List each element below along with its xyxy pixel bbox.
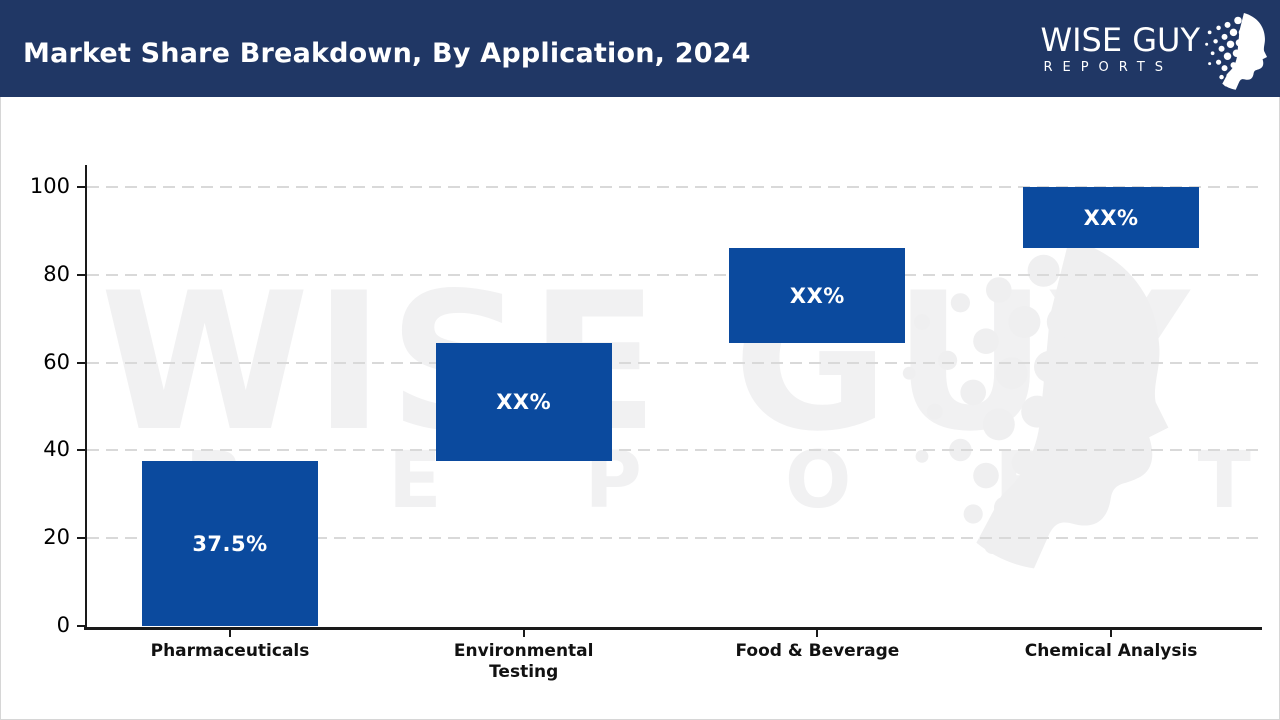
- y-tick-mark: [77, 537, 85, 540]
- bar-food-beverage: XX%: [729, 248, 906, 343]
- bar-value-label: XX%: [1083, 205, 1139, 230]
- y-tick-label: 100: [29, 174, 70, 198]
- wiseguy-logo: WISE GUY REPORTS: [1040, 0, 1270, 97]
- x-category-label: Environmental Testing: [453, 641, 594, 683]
- y-tick-mark: [77, 186, 85, 188]
- gridline: [87, 449, 1260, 452]
- gridline: [87, 537, 1260, 540]
- logo-brand-subtitle: REPORTS: [1043, 60, 1174, 75]
- y-tick-mark: [77, 361, 85, 364]
- y-tick-label: 80: [43, 261, 70, 286]
- bar-value-label: XX%: [789, 283, 845, 308]
- y-tick-label: 40: [43, 437, 70, 462]
- x-tick-mark: [229, 630, 231, 637]
- gridline: [87, 361, 1260, 364]
- y-tick-mark: [77, 273, 85, 276]
- y-tick-label: 20: [43, 525, 70, 550]
- bar-value-label: 37.5%: [192, 531, 268, 556]
- y-axis-line: [85, 165, 87, 630]
- gridline: [87, 273, 1260, 276]
- logo-text: WISE GUY REPORTS: [1040, 24, 1200, 75]
- bar-environmental-testing: XX%: [435, 342, 612, 462]
- logo-brand-name: WISE GUY: [1040, 21, 1200, 59]
- logo-head-icon: [1205, 12, 1268, 90]
- x-tick-mark: [1110, 630, 1113, 637]
- x-category-label: Pharmaceuticals: [150, 641, 310, 661]
- y-tick-label: 60: [43, 349, 70, 374]
- x-axis-line: [84, 627, 1262, 630]
- y-tick-mark: [77, 625, 85, 627]
- bar-value-label: XX%: [496, 390, 552, 415]
- x-category-label: Chemical Analysis: [1024, 641, 1198, 661]
- bar-pharmaceuticals: 37.5%: [142, 461, 318, 626]
- x-tick-mark: [522, 630, 525, 637]
- page-title: Market Share Breakdown, By Application, …: [23, 38, 751, 69]
- x-category-label: Food & Beverage: [735, 641, 900, 661]
- header: Market Share Breakdown, By Application, …: [0, 0, 1280, 97]
- y-tick-mark: [77, 449, 85, 452]
- bar-chemical-analysis: XX%: [1023, 187, 1200, 249]
- y-tick-label: 0: [56, 613, 70, 637]
- x-tick-mark: [816, 630, 819, 637]
- gridline: [87, 186, 1260, 188]
